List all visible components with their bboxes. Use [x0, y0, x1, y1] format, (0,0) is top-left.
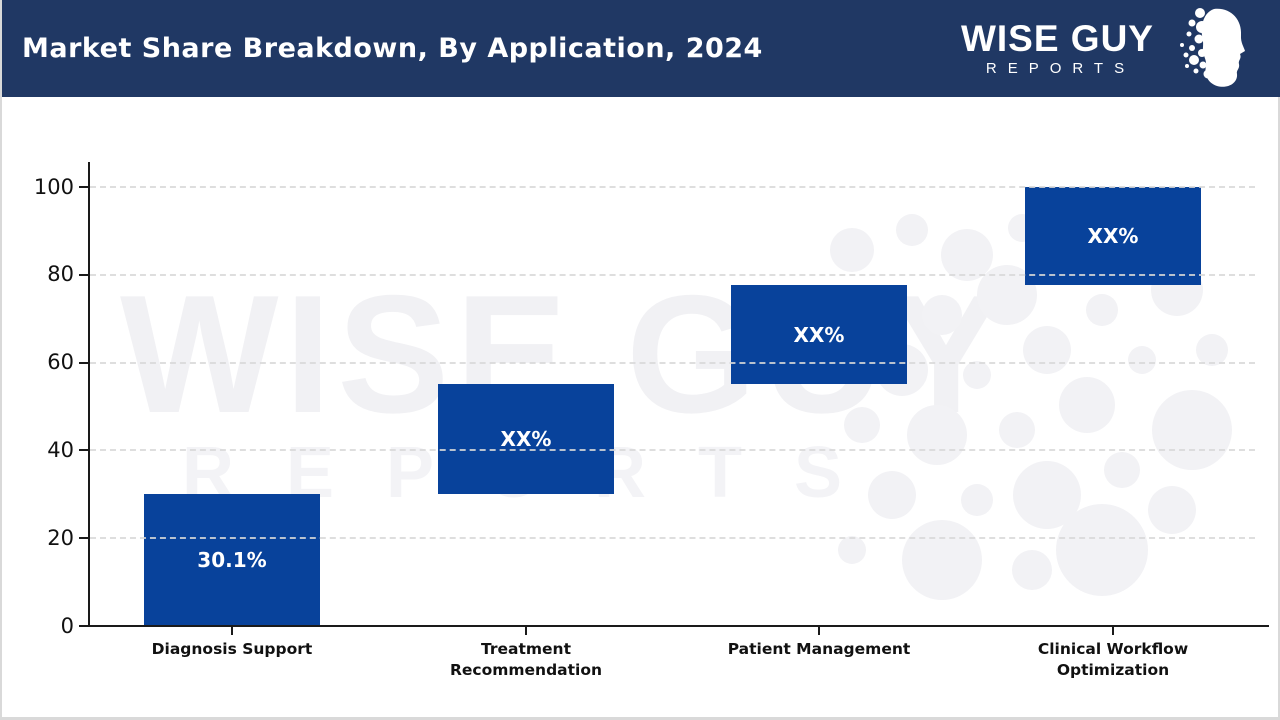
bar-value-label: XX%: [1087, 223, 1139, 248]
gridline: [90, 449, 1255, 452]
x-tick-label: Treatment Recommendation: [449, 640, 603, 679]
bar-clinical-workflow-optimization: XX%: [1025, 187, 1201, 285]
y-tick: [79, 537, 88, 540]
x-tick: [818, 626, 820, 635]
gridline: [90, 273, 1255, 276]
y-tick-label: 100: [33, 174, 74, 199]
logo-wordmark-line1: WISE GUY: [960, 18, 1154, 59]
bar-diagnosis-support: 30.1%: [144, 493, 320, 626]
y-tick-label: 60: [47, 350, 74, 375]
x-tick: [1112, 626, 1114, 635]
bar-treatment-recommendation: XX%: [438, 384, 614, 494]
brand-logo: WISE GUY REPORTS: [961, 3, 1252, 95]
logo-wordmark-line2: REPORTS: [985, 60, 1136, 77]
x-tick-label: Clinical Workflow Optimization: [1037, 640, 1189, 679]
bar-value-label: 30.1%: [197, 547, 267, 572]
y-tick: [79, 273, 88, 276]
x-tick: [231, 626, 233, 635]
gridline: [90, 361, 1255, 364]
gridline: [90, 186, 1255, 188]
x-tick: [525, 626, 527, 635]
page-title: Market Share Breakdown, By Application, …: [22, 33, 763, 64]
x-tick-label: Patient Management: [727, 640, 911, 658]
y-tick: [79, 625, 88, 627]
y-tick: [79, 186, 88, 188]
y-tick-label: 80: [47, 262, 74, 287]
bar-value-label: XX%: [500, 427, 552, 451]
y-tick: [79, 449, 88, 452]
bar-patient-management: XX%: [731, 284, 907, 385]
logo-face-icon: [1156, 3, 1252, 95]
plot-area: 0 20 40 60 80 100 30.1% Diagnosis Support XX% Tre…: [34, 162, 1269, 679]
y-tick-label: 20: [47, 525, 74, 550]
bar-value-label: XX%: [793, 322, 845, 347]
y-tick-label: 0: [60, 613, 74, 638]
gridline: [90, 537, 1255, 540]
y-tick: [79, 361, 88, 364]
app-header: Market Share Breakdown, By Application, …: [2, 0, 1280, 97]
y-tick-label: 40: [47, 437, 74, 462]
x-tick-label: Diagnosis Support: [151, 640, 313, 658]
y-axis-line: [88, 162, 90, 626]
x-axis-line: [88, 625, 1269, 627]
logo-wordmark: WISE GUY REPORTS: [961, 20, 1154, 77]
